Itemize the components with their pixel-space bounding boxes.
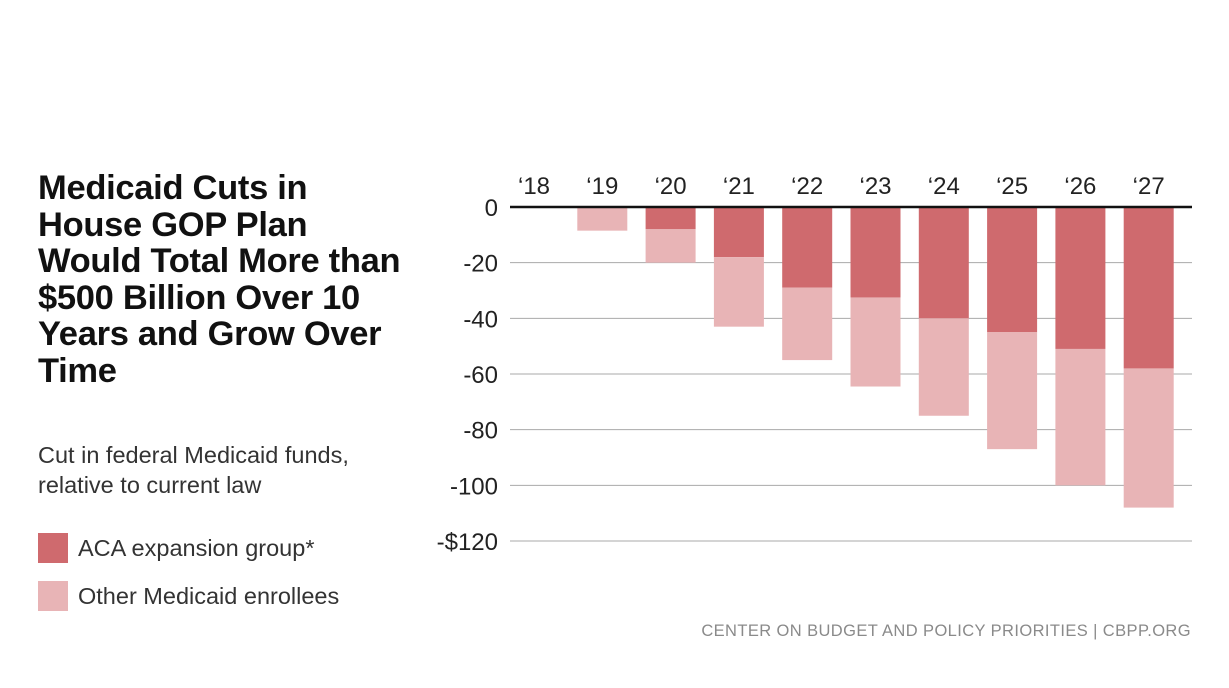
x-tick-label-6: ‘24 bbox=[928, 173, 960, 200]
legend-swatch-aca bbox=[38, 533, 68, 563]
x-tick-label-3: ‘21 bbox=[723, 173, 755, 200]
legend-item-aca: ACA expansion group* bbox=[38, 532, 339, 564]
bar-aca-8 bbox=[1055, 207, 1106, 349]
bar-aca-3 bbox=[713, 207, 764, 258]
x-tick-label-5: ‘23 bbox=[859, 173, 891, 200]
bar-other-2 bbox=[645, 229, 696, 263]
bar-aca-7 bbox=[987, 207, 1038, 333]
x-tick-label-4: ‘22 bbox=[791, 173, 823, 200]
legend-swatch-other bbox=[38, 581, 68, 611]
bar-aca-9 bbox=[1123, 207, 1174, 369]
x-tick-label-2: ‘20 bbox=[655, 173, 687, 200]
bar-other-9 bbox=[1123, 368, 1174, 508]
bar-other-1 bbox=[577, 207, 628, 231]
x-tick-label-8: ‘26 bbox=[1064, 173, 1096, 200]
chart-subtitle: Cut in federal Medicaid funds, relative … bbox=[38, 442, 349, 498]
bar-other-4 bbox=[782, 287, 833, 361]
x-tick-label-9: ‘27 bbox=[1133, 173, 1165, 200]
legend-label-aca: ACA expansion group* bbox=[78, 534, 315, 561]
source-credit: CENTER ON BUDGET AND POLICY PRIORITIES |… bbox=[701, 622, 1191, 640]
bar-other-5 bbox=[850, 297, 901, 387]
bar-other-6 bbox=[918, 318, 969, 416]
x-tick-label-1: ‘19 bbox=[586, 173, 618, 200]
bar-aca-4 bbox=[782, 207, 833, 288]
y-tick-label-0: 0 bbox=[485, 195, 498, 222]
x-tick-label-7: ‘25 bbox=[996, 173, 1028, 200]
y-tick-label-5: -100 bbox=[450, 473, 498, 500]
bar-aca-6 bbox=[918, 207, 969, 319]
bar-other-7 bbox=[987, 332, 1038, 450]
y-tick-label-3: -60 bbox=[463, 362, 498, 389]
bar-aca-5 bbox=[850, 207, 901, 298]
legend-item-other: Other Medicaid enrollees bbox=[38, 580, 339, 612]
y-tick-label-6: -$120 bbox=[437, 529, 498, 556]
bar-other-8 bbox=[1055, 348, 1106, 486]
bar-aca-2 bbox=[645, 207, 696, 230]
y-tick-label-1: -20 bbox=[463, 251, 498, 278]
y-tick-label-2: -40 bbox=[463, 306, 498, 333]
chart-title: Medicaid Cuts in House GOP Plan Would To… bbox=[38, 169, 401, 390]
x-tick-label-0: ‘18 bbox=[518, 173, 550, 200]
bar-other-3 bbox=[713, 257, 764, 327]
y-tick-label-4: -80 bbox=[463, 418, 498, 445]
legend: ACA expansion group* Other Medicaid enro… bbox=[38, 532, 339, 628]
legend-label-other: Other Medicaid enrollees bbox=[78, 582, 340, 609]
